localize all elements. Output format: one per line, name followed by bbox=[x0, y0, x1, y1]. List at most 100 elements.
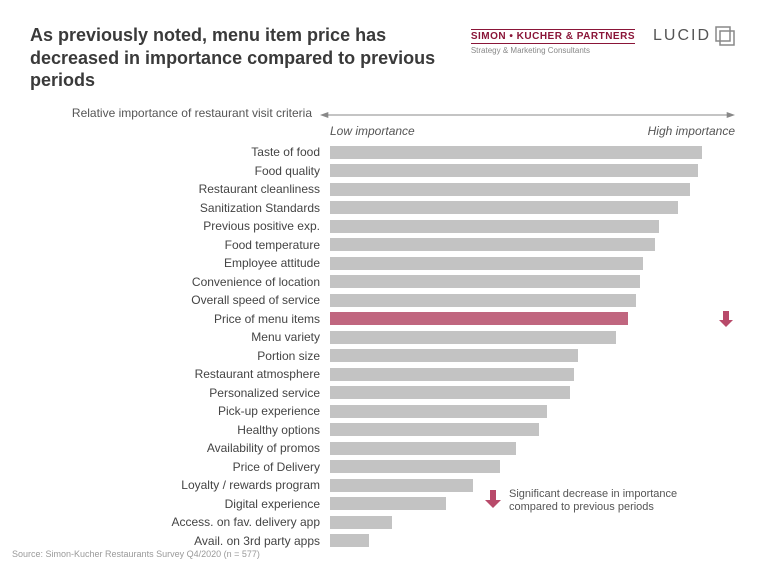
bar bbox=[330, 368, 574, 381]
bar-track bbox=[330, 146, 717, 159]
bar bbox=[330, 516, 392, 529]
arrow-down-icon bbox=[719, 311, 733, 327]
row-label: Food temperature bbox=[30, 238, 330, 252]
row-label: Digital experience bbox=[30, 497, 330, 511]
row-label: Pick-up experience bbox=[30, 404, 330, 418]
bar bbox=[330, 183, 690, 196]
bar bbox=[330, 201, 678, 214]
bar-track bbox=[330, 220, 717, 233]
row-label: Sanitization Standards bbox=[30, 201, 330, 215]
logo-group: SIMON • KUCHER & PARTNERS Strategy & Mar… bbox=[471, 24, 735, 55]
bar-track bbox=[330, 238, 717, 251]
row-label: Healthy options bbox=[30, 423, 330, 437]
row-label: Overall speed of service bbox=[30, 293, 330, 307]
row-label: Price of menu items bbox=[30, 312, 330, 326]
logo-skp-tagline: Strategy & Marketing Consultants bbox=[471, 46, 635, 55]
header: As previously noted, menu item price has… bbox=[0, 0, 765, 92]
bar bbox=[330, 534, 369, 547]
chart-row: Portion size bbox=[30, 347, 735, 364]
row-label: Previous positive exp. bbox=[30, 219, 330, 233]
row-label: Personalized service bbox=[30, 386, 330, 400]
bar-track bbox=[330, 349, 717, 362]
legend-text: Significant decrease in importance compa… bbox=[509, 488, 725, 516]
chart-row: Previous positive exp. bbox=[30, 218, 735, 235]
bar-track bbox=[330, 405, 717, 418]
bar bbox=[330, 442, 516, 455]
row-label: Taste of food bbox=[30, 145, 330, 159]
row-label: Portion size bbox=[30, 349, 330, 363]
row-label: Avail. on 3rd party apps bbox=[30, 534, 330, 548]
row-label: Restaurant cleanliness bbox=[30, 182, 330, 196]
bar bbox=[330, 257, 643, 270]
bar bbox=[330, 349, 578, 362]
chart-row: Employee attitude bbox=[30, 255, 735, 272]
logo-lucid: LUCID bbox=[653, 26, 735, 46]
row-label: Price of Delivery bbox=[30, 460, 330, 474]
bar bbox=[330, 220, 659, 233]
row-label: Loyalty / rewards program bbox=[30, 478, 330, 492]
chart-row: Menu variety bbox=[30, 329, 735, 346]
bar bbox=[330, 497, 446, 510]
row-arrow-cell bbox=[717, 311, 735, 327]
bar bbox=[330, 331, 616, 344]
bar-track bbox=[330, 386, 717, 399]
bar bbox=[330, 164, 698, 177]
chart-row: Avail. on 3rd party apps bbox=[30, 532, 735, 549]
chart-row: Personalized service bbox=[30, 384, 735, 401]
bar bbox=[330, 386, 570, 399]
chart-row: Restaurant atmosphere bbox=[30, 366, 735, 383]
chart-row: Price of Delivery bbox=[30, 458, 735, 475]
axis-labels: Low importance High importance bbox=[330, 124, 765, 144]
bar-track bbox=[330, 460, 717, 473]
chart-row: Convenience of location bbox=[30, 273, 735, 290]
row-label: Convenience of location bbox=[30, 275, 330, 289]
logo-skp-name: SIMON • KUCHER & PARTNERS bbox=[471, 29, 635, 44]
axis-title: Relative importance of restaurant visit … bbox=[30, 106, 320, 120]
logo-lucid-icon bbox=[715, 26, 735, 46]
chart-row: Price of menu items bbox=[30, 310, 735, 327]
chart-row: Pick-up experience bbox=[30, 403, 735, 420]
bar-track bbox=[330, 534, 717, 547]
bar-track bbox=[330, 442, 717, 455]
arrow-down-icon bbox=[485, 490, 501, 513]
bar-track bbox=[330, 516, 717, 529]
chart-row: Access. on fav. delivery app bbox=[30, 514, 735, 531]
bar-track bbox=[330, 368, 717, 381]
row-label: Restaurant atmosphere bbox=[30, 367, 330, 381]
logo-lucid-text: LUCID bbox=[653, 27, 711, 45]
bar bbox=[330, 238, 655, 251]
axis-high-label: High importance bbox=[648, 124, 735, 138]
bar-track bbox=[330, 331, 717, 344]
chart-row: Food quality bbox=[30, 162, 735, 179]
axis-line bbox=[320, 107, 735, 119]
chart-row: Overall speed of service bbox=[30, 292, 735, 309]
bar-track bbox=[330, 294, 717, 307]
row-label: Availability of promos bbox=[30, 441, 330, 455]
chart-row: Food temperature bbox=[30, 236, 735, 253]
row-label: Access. on fav. delivery app bbox=[30, 515, 330, 529]
row-label: Menu variety bbox=[30, 330, 330, 344]
bar-track bbox=[330, 183, 717, 196]
bar-track bbox=[330, 312, 717, 325]
axis-header: Relative importance of restaurant visit … bbox=[0, 92, 765, 124]
bar bbox=[330, 294, 636, 307]
bar bbox=[330, 479, 473, 492]
chart-row: Healthy options bbox=[30, 421, 735, 438]
logo-simon-kucher: SIMON • KUCHER & PARTNERS Strategy & Mar… bbox=[471, 26, 635, 55]
source-note: Source: Simon-Kucher Restaurants Survey … bbox=[12, 549, 260, 559]
chart-row: Restaurant cleanliness bbox=[30, 181, 735, 198]
bar-track bbox=[330, 423, 717, 436]
chart-row: Taste of food bbox=[30, 144, 735, 161]
bar bbox=[330, 460, 500, 473]
bar-track bbox=[330, 201, 717, 214]
row-label: Food quality bbox=[30, 164, 330, 178]
bar bbox=[330, 423, 539, 436]
bar bbox=[330, 146, 702, 159]
legend: Significant decrease in importance compa… bbox=[485, 488, 725, 516]
bar-track bbox=[330, 164, 717, 177]
chart-row: Sanitization Standards bbox=[30, 199, 735, 216]
chart-row: Availability of promos bbox=[30, 440, 735, 457]
bar-track bbox=[330, 275, 717, 288]
bar bbox=[330, 405, 547, 418]
page-title: As previously noted, menu item price has… bbox=[30, 24, 470, 92]
